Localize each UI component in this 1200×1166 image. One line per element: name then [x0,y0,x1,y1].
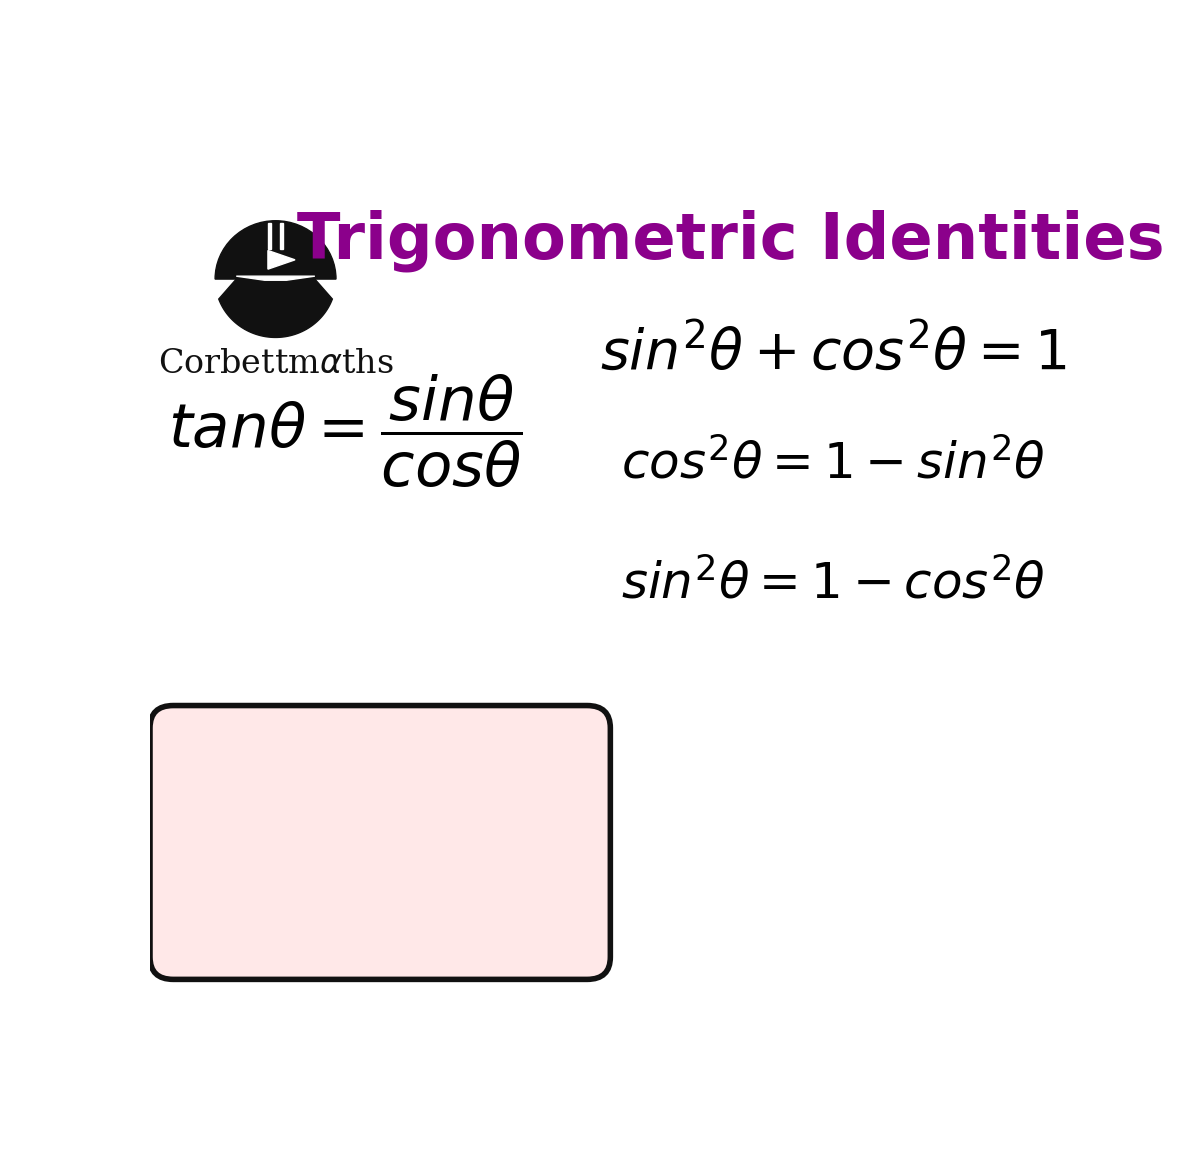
Wedge shape [215,220,336,279]
Text: $sin^2\theta = 1 - cos^2\theta$: $sin^2\theta = 1 - cos^2\theta$ [622,560,1045,609]
Text: $sin^2\theta + cos^2\theta = 1$: $sin^2\theta + cos^2\theta = 1$ [600,325,1067,381]
Polygon shape [218,279,332,337]
Polygon shape [282,280,316,329]
Text: $tan\theta = \dfrac{sin\theta}{cos\theta}$: $tan\theta = \dfrac{sin\theta}{cos\theta… [168,373,523,490]
Text: Trigonometric Identities: Trigonometric Identities [298,209,1165,272]
Polygon shape [235,280,270,329]
Polygon shape [268,251,295,269]
Bar [268,223,271,248]
Text: $cos^2\theta = 1 - sin^2\theta$: $cos^2\theta = 1 - sin^2\theta$ [622,441,1045,490]
Polygon shape [236,276,314,280]
FancyBboxPatch shape [150,705,611,979]
Text: Corbettm$\alpha$ths: Corbettm$\alpha$ths [157,347,394,380]
Bar [280,223,283,248]
